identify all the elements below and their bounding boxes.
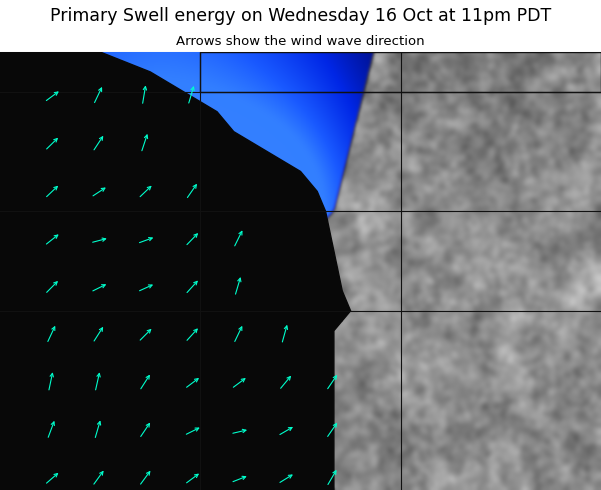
Bar	[200, 52, 601, 92]
Polygon shape	[0, 52, 350, 490]
Text: Arrows show the wind wave direction: Arrows show the wind wave direction	[176, 35, 425, 48]
Text: Primary Swell energy on Wednesday 16 Oct at 11pm PDT: Primary Swell energy on Wednesday 16 Oct…	[50, 6, 551, 25]
Polygon shape	[175, 194, 214, 233]
Polygon shape	[259, 267, 342, 325]
